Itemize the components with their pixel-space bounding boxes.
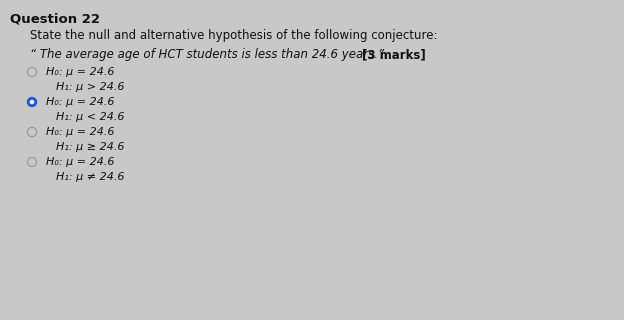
Text: H₀: μ = 24.6: H₀: μ = 24.6 (46, 67, 114, 77)
Circle shape (29, 69, 36, 75)
Circle shape (29, 159, 36, 165)
Circle shape (27, 68, 36, 76)
Text: [3 marks]: [3 marks] (362, 48, 426, 61)
Text: H₁: μ ≠ 24.6: H₁: μ ≠ 24.6 (56, 172, 125, 182)
Circle shape (27, 127, 36, 137)
Text: State the null and alternative hypothesis of the following conjecture:: State the null and alternative hypothesi… (30, 29, 437, 42)
Circle shape (31, 100, 34, 104)
Text: H₀: μ = 24.6: H₀: μ = 24.6 (46, 127, 114, 137)
Circle shape (27, 157, 36, 166)
Circle shape (27, 98, 36, 107)
Text: H₁: μ < 24.6: H₁: μ < 24.6 (56, 112, 125, 122)
Text: H₁: μ ≥ 24.6: H₁: μ ≥ 24.6 (56, 142, 125, 152)
Text: H₁: μ > 24.6: H₁: μ > 24.6 (56, 82, 125, 92)
Text: “ The average age of HCT students is less than 24.6 years.”: “ The average age of HCT students is les… (30, 48, 384, 61)
Circle shape (29, 129, 36, 135)
Text: Question 22: Question 22 (10, 12, 100, 25)
Text: H₀: μ = 24.6: H₀: μ = 24.6 (46, 157, 114, 167)
Text: H₀: μ = 24.6: H₀: μ = 24.6 (46, 97, 114, 107)
